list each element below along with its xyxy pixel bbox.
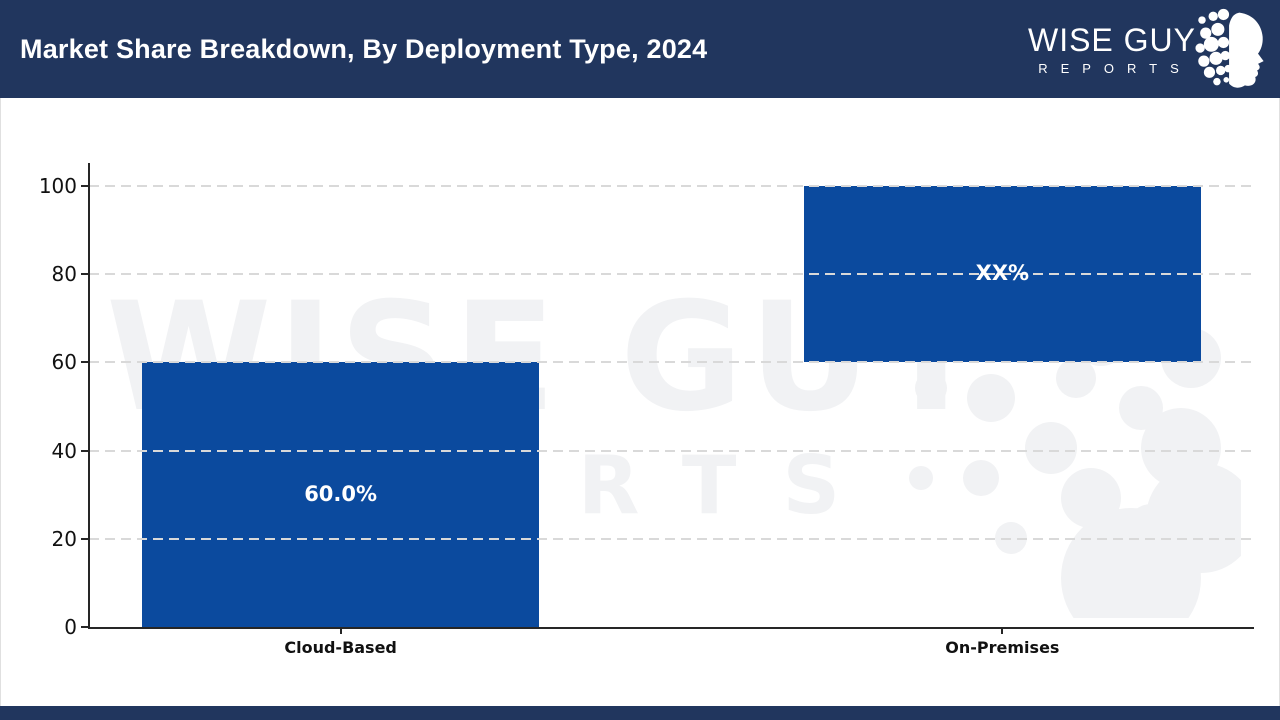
x-axis-label: On-Premises [945,638,1060,657]
x-tick-mark [1001,627,1004,634]
footer-bar [0,706,1280,720]
x-axis-line [88,627,1254,629]
plot-area: 0 20 40 60 80 100 60.0% Cloud-Based XX% On-Premis… [1,98,1280,706]
bar-value-label: XX% [975,261,1030,286]
y-tick-mark [81,273,89,276]
face-profile-icon [1195,8,1264,88]
y-tick-label: 20 [51,526,77,551]
y-tick-label: 0 [64,615,77,639]
y-tick-label: 80 [51,262,77,287]
y-tick-label: 100 [38,174,77,198]
y-tick-mark [81,537,89,540]
gridline [89,361,1254,364]
gridline [89,537,1254,540]
gridline [89,185,1254,187]
x-axis-label: Cloud-Based [284,638,397,657]
bar-value-label: 60.0% [304,481,378,506]
x-tick-mark [339,627,342,634]
y-axis-line [88,163,90,629]
y-tick-label: 40 [51,438,77,463]
header-bar: Market Share Breakdown, By Deployment Ty… [0,0,1280,98]
wise-guy-logo: WISE GUY REPORTS [1028,7,1268,91]
y-tick-mark [81,449,89,452]
page-title: Market Share Breakdown, By Deployment Ty… [20,33,708,64]
chart-region: WISE GUY REPORTS 02040608010060.0%Cloud-… [0,98,1280,706]
logo-subtitle: REPORTS [1038,61,1192,76]
y-tick-label: 60 [51,350,77,375]
gridline [89,273,1254,276]
y-tick-mark [81,185,89,187]
y-tick-mark [81,361,89,364]
bar-cloud-based [142,362,540,627]
gridline [89,449,1254,452]
logo-text: WISE GUY REPORTS [1028,22,1196,76]
logo-name: WISE GUY [1027,22,1196,58]
y-tick-mark [81,626,89,628]
